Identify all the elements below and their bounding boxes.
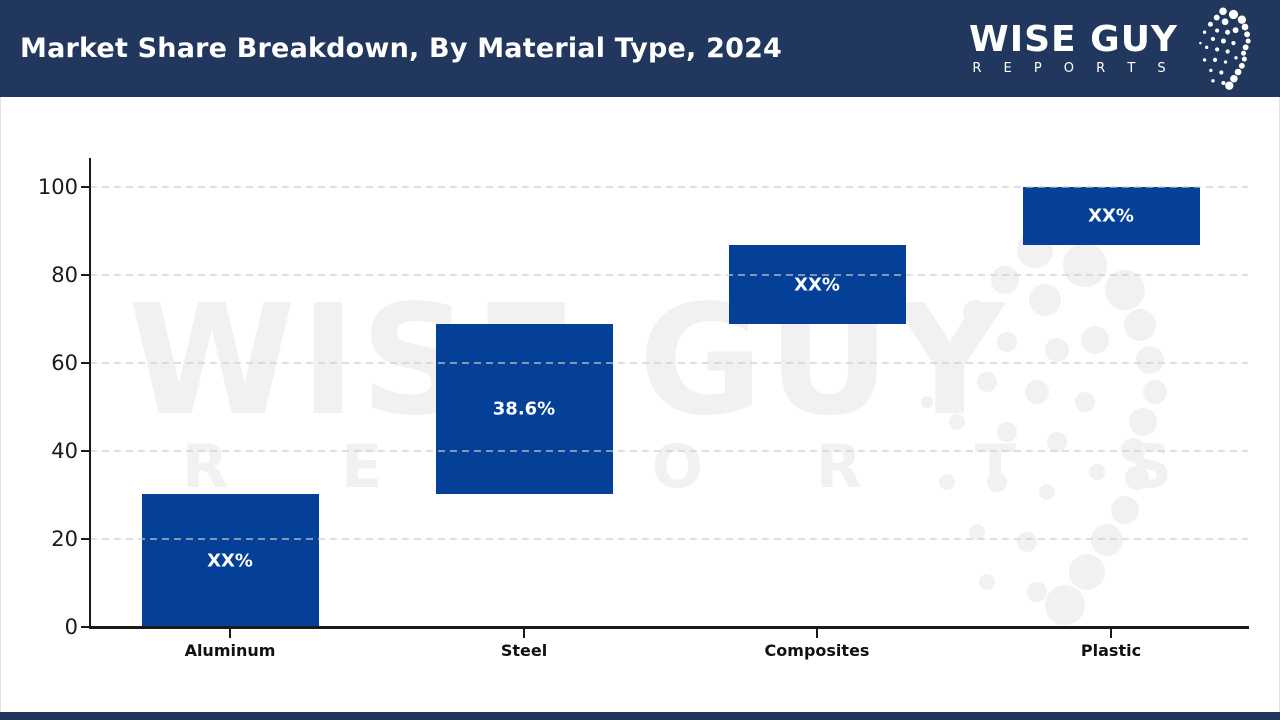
x-tick-steel xyxy=(523,629,525,638)
header-band: Market Share Breakdown, By Material Type… xyxy=(0,0,1280,97)
bar-aluminum xyxy=(141,494,319,627)
wise-guy-logo: WISE GUY R E P O R T S xyxy=(969,5,1266,93)
y-tick-label-80: 80 xyxy=(51,263,78,287)
y-tick-label-40: 40 xyxy=(51,439,78,463)
y-tick-label-20: 20 xyxy=(51,527,78,551)
page-title: Market Share Breakdown, By Material Type… xyxy=(20,33,783,64)
bar-value-label-plastic: XX% xyxy=(1088,205,1134,227)
x-tick-composites xyxy=(816,629,818,638)
y-tick-0 xyxy=(81,626,90,628)
y-tick-label-0: 0 xyxy=(64,615,78,639)
bar-steel xyxy=(435,324,613,495)
y-tick-100 xyxy=(81,186,90,188)
bar-value-label-steel: 38.6% xyxy=(492,398,556,420)
y-tick-20 xyxy=(81,538,90,540)
y-tick-60 xyxy=(81,362,90,364)
logo-text: WISE GUY R E P O R T S xyxy=(968,19,1178,76)
x-category-label-steel: Steel xyxy=(500,641,548,660)
wise-guy-face-icon xyxy=(1199,7,1251,90)
y-tick-40 xyxy=(81,450,90,452)
footer-band xyxy=(0,712,1280,720)
x-category-label-aluminum: Aluminum xyxy=(184,641,276,660)
bar-value-label-aluminum: XX% xyxy=(207,550,253,572)
x-category-label-composites: Composites xyxy=(764,641,870,660)
bar-composites xyxy=(728,245,906,325)
x-tick-aluminum xyxy=(229,629,231,638)
x-tick-plastic xyxy=(1110,629,1112,638)
bar-value-label-composites: XX% xyxy=(794,274,840,296)
gridline-y-100 xyxy=(90,186,1248,188)
x-category-label-plastic: Plastic xyxy=(1080,641,1142,660)
gridline-y-60 xyxy=(90,362,1248,364)
logo-name: WISE GUY xyxy=(968,19,1178,60)
gridline-y-40 xyxy=(90,450,1248,452)
watermark-text-line2: R E P O R T S xyxy=(182,432,1218,502)
bar-plastic xyxy=(1022,187,1200,246)
gridline-y-20 xyxy=(90,538,1248,540)
y-tick-80 xyxy=(81,274,90,276)
watermark-face-icon xyxy=(921,232,1167,625)
x-axis-line xyxy=(89,626,1249,629)
gridline-y-80 xyxy=(90,274,1248,276)
y-tick-label-100: 100 xyxy=(37,175,78,199)
y-tick-label-60: 60 xyxy=(51,351,78,375)
y-axis-line xyxy=(89,158,91,629)
canvas-left-border xyxy=(0,97,1,712)
logo-tagline: R E P O R T S xyxy=(972,61,1175,76)
